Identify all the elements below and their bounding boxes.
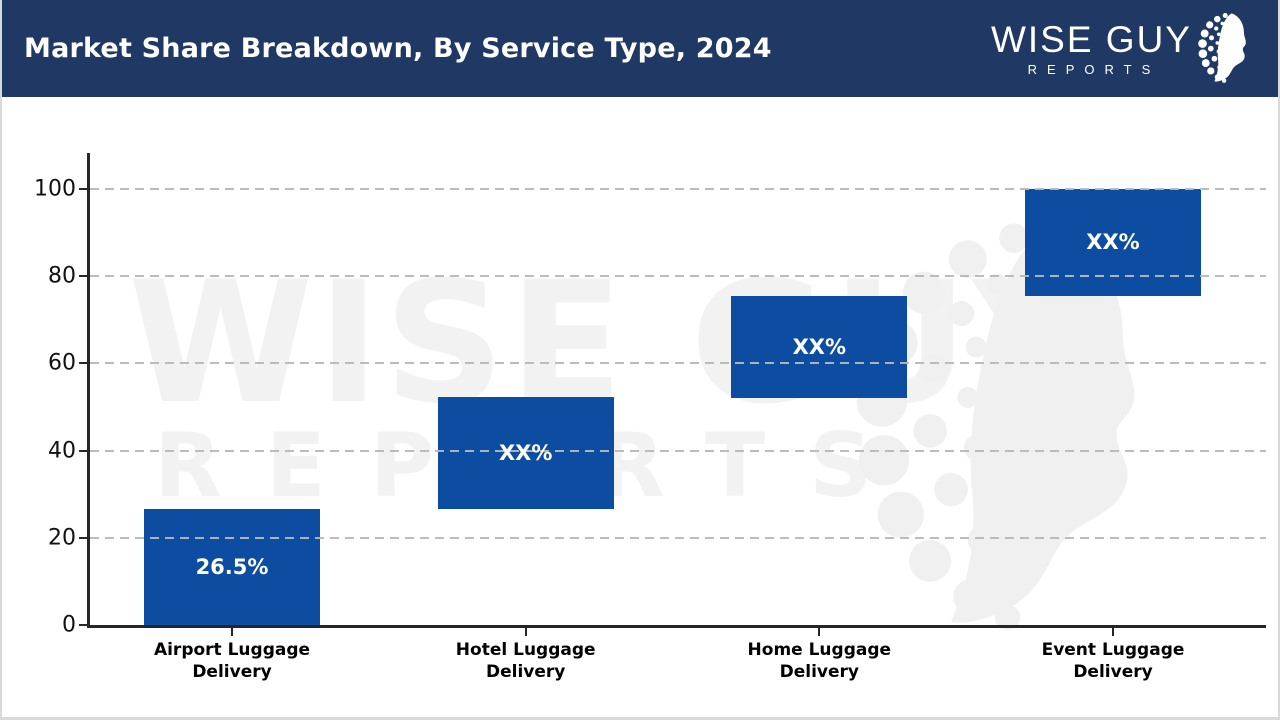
y-tick-80 — [79, 275, 87, 278]
gridline-100 — [90, 188, 1266, 190]
gridline-20 — [90, 536, 1266, 539]
x-tick-1 — [231, 628, 233, 636]
y-tick-label-60: 60 — [48, 350, 76, 376]
y-tick-label-80: 80 — [48, 263, 76, 289]
bar-value-label: XX% — [1086, 230, 1140, 255]
bar-4 — [1025, 189, 1201, 296]
logo-text: WISE GUY REPORTS — [991, 21, 1192, 77]
y-axis-line — [87, 153, 90, 628]
gridline-40 — [90, 449, 1266, 452]
bar-2 — [437, 396, 614, 510]
logo-wordmark: WISE GUY — [990, 18, 1192, 60]
x-tick-2 — [524, 628, 527, 636]
page-title: Market Share Breakdown, By Service Type,… — [24, 33, 772, 64]
y-tick-0 — [79, 624, 87, 626]
category-label: Home Luggage Delivery — [747, 640, 892, 683]
bar-1 — [144, 509, 320, 625]
y-tick-40 — [79, 449, 87, 452]
y-tick-label-100: 100 — [34, 176, 76, 202]
chart-area: WISE GUY REPORTS 26.5%XX%XX%XX%020406080… — [2, 97, 1278, 717]
logo-subtitle: REPORTS — [1027, 61, 1161, 77]
y-tick-20 — [79, 536, 87, 539]
x-tick-4 — [1112, 628, 1114, 636]
category-label: Event Luggage Delivery — [1041, 640, 1185, 683]
x-axis-line — [87, 625, 1266, 628]
bar-value-label: XX% — [498, 441, 553, 466]
dotted-face-icon — [1182, 9, 1254, 89]
bar-value-label: XX% — [792, 335, 847, 360]
y-tick-label-40: 40 — [48, 438, 76, 464]
category-label: Hotel Luggage Delivery — [455, 640, 596, 683]
bar-3 — [731, 295, 908, 399]
wise-guy-reports-logo: WISE GUY REPORTS — [991, 9, 1254, 89]
y-tick-label-0: 0 — [62, 612, 76, 638]
category-label: Airport Luggage Delivery — [153, 640, 311, 683]
header-bar: Market Share Breakdown, By Service Type,… — [2, 0, 1278, 97]
x-tick-3 — [818, 628, 821, 636]
bar-value-label: 26.5% — [195, 555, 269, 580]
y-tick-60 — [79, 362, 87, 365]
y-tick-100 — [79, 188, 87, 190]
y-tick-label-20: 20 — [48, 525, 76, 551]
gridline-60 — [90, 362, 1266, 365]
gridline-80 — [90, 275, 1266, 278]
